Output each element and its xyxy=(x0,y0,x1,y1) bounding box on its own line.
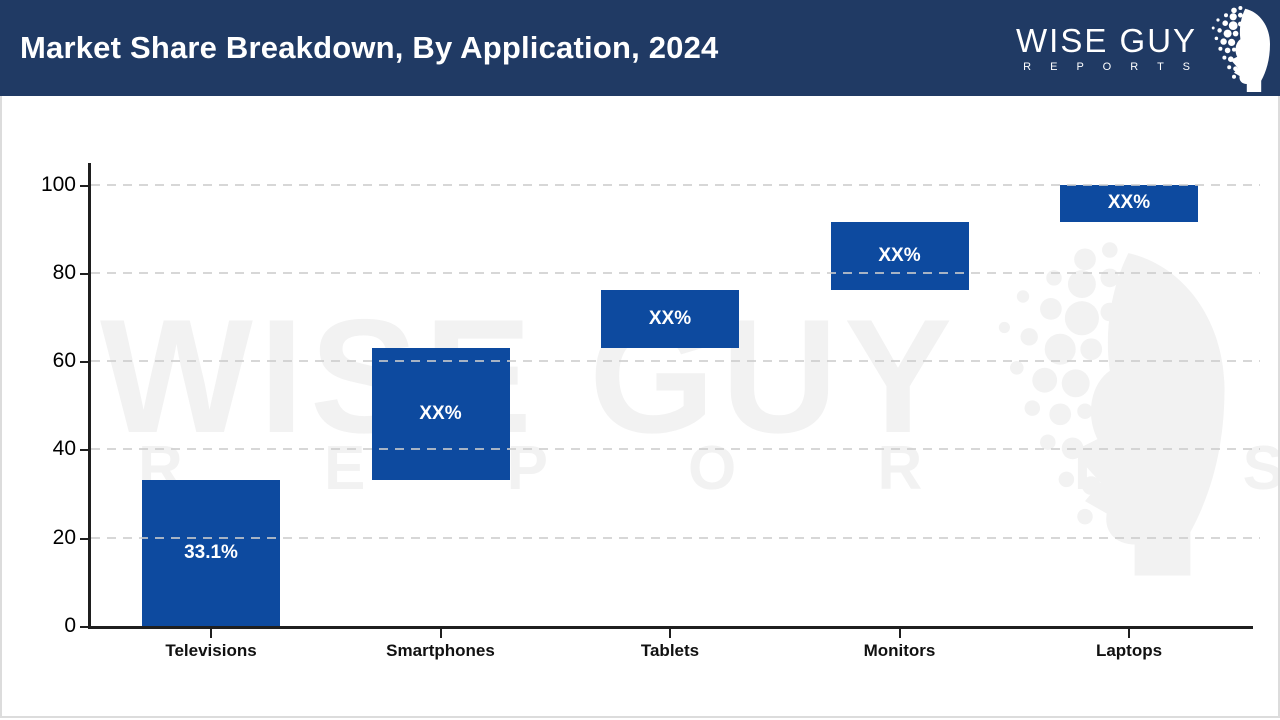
bar-value-label: XX% xyxy=(878,245,921,266)
x-tick xyxy=(210,629,212,638)
y-tick xyxy=(80,537,88,540)
x-tick xyxy=(898,629,901,638)
gridline xyxy=(91,536,1260,539)
header: Market Share Breakdown, By Application, … xyxy=(0,0,1280,96)
y-tick-label: 100 xyxy=(40,172,76,196)
bar-laptops: XX% xyxy=(1060,184,1198,222)
y-tick xyxy=(80,361,88,364)
gridline xyxy=(91,183,1260,186)
brand-text: WISE GUY R E P O R T S xyxy=(1015,24,1198,73)
x-tick xyxy=(439,629,442,638)
bar-value-label: XX% xyxy=(419,402,462,424)
y-tick xyxy=(80,449,88,452)
y-tick-label: 80 xyxy=(52,260,76,284)
brand-tagline: R E P O R T S xyxy=(1023,60,1198,73)
bar-value-label: 33.1% xyxy=(184,541,238,563)
bar-smartphones: XX% xyxy=(371,347,510,480)
gridline xyxy=(91,448,1260,451)
brand-logo: WISE GUY R E P O R T S xyxy=(1015,0,1274,96)
x-category-label: Laptops xyxy=(1095,641,1163,660)
brand-face-icon xyxy=(1211,6,1270,92)
x-category-label: Monitors xyxy=(863,641,936,660)
bar-televisions: 33.1% xyxy=(142,479,280,626)
bar-monitors: XX% xyxy=(830,221,969,291)
x-category-label: Smartphones xyxy=(386,641,495,660)
y-tick-label: 20 xyxy=(52,525,76,549)
x-category-label: Tablets xyxy=(640,641,700,660)
bar-value-label: XX% xyxy=(648,308,692,330)
x-axis-line xyxy=(88,626,1253,629)
y-tick-label: 0 xyxy=(64,614,76,637)
x-tick xyxy=(669,629,671,638)
gridline xyxy=(91,360,1260,363)
brand-name: WISE GUY xyxy=(1016,21,1198,59)
bar-tablets: XX% xyxy=(601,290,739,348)
gridline xyxy=(91,271,1260,274)
y-axis-line xyxy=(88,163,91,629)
y-tick-label: 40 xyxy=(52,437,76,461)
watermark-text-line1: WISE GUY xyxy=(100,286,959,467)
page-title: Market Share Breakdown, By Application, … xyxy=(20,30,719,65)
y-tick xyxy=(80,272,88,275)
y-tick-label: 60 xyxy=(52,349,76,373)
bar-value-label: XX% xyxy=(1107,192,1151,214)
y-tick xyxy=(80,184,88,187)
watermark-face-icon xyxy=(998,242,1225,576)
x-category-label: Televisions xyxy=(165,641,257,660)
x-tick xyxy=(1128,629,1130,638)
y-tick xyxy=(80,626,88,628)
